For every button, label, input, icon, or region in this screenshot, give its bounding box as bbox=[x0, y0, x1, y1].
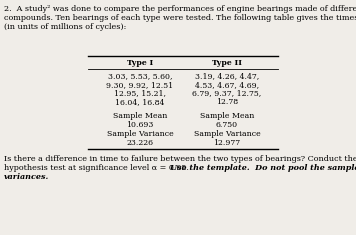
Text: Sample Variance: Sample Variance bbox=[107, 130, 173, 138]
Text: 3.19, 4.26, 4.47,: 3.19, 4.26, 4.47, bbox=[195, 72, 259, 80]
Text: 6.750: 6.750 bbox=[216, 121, 238, 129]
Text: compounds. Ten bearings of each type were tested. The following table gives the : compounds. Ten bearings of each type wer… bbox=[4, 14, 356, 22]
Text: variances.: variances. bbox=[4, 173, 49, 181]
Text: 3.03, 5.53, 5.60,: 3.03, 5.53, 5.60, bbox=[108, 72, 172, 80]
Text: Type I: Type I bbox=[127, 59, 153, 67]
Text: 23.226: 23.226 bbox=[126, 139, 153, 147]
Text: 12.977: 12.977 bbox=[214, 139, 241, 147]
Text: 10.693: 10.693 bbox=[126, 121, 154, 129]
Text: 2.  A study² was done to compare the performances of engine bearings made of dif: 2. A study² was done to compare the perf… bbox=[4, 5, 356, 13]
Text: Sample Mean: Sample Mean bbox=[113, 112, 167, 120]
Text: Sample Variance: Sample Variance bbox=[194, 130, 260, 138]
Text: 12.78: 12.78 bbox=[216, 98, 238, 106]
Text: 16.04, 16.84: 16.04, 16.84 bbox=[115, 98, 165, 106]
Text: 9.30, 9.92, 12.51: 9.30, 9.92, 12.51 bbox=[106, 81, 174, 89]
Text: (in units of millions of cycles):: (in units of millions of cycles): bbox=[4, 23, 126, 31]
Text: 4.53, 4.67, 4.69,: 4.53, 4.67, 4.69, bbox=[195, 81, 259, 89]
Text: Is there a difference in time to failure between the two types of bearings? Cond: Is there a difference in time to failure… bbox=[4, 155, 356, 163]
Text: 12.95, 15.21,: 12.95, 15.21, bbox=[114, 90, 166, 98]
Text: 6.79, 9.37, 12.75,: 6.79, 9.37, 12.75, bbox=[192, 90, 262, 98]
Text: Use the template.  Do not pool the sample: Use the template. Do not pool the sample bbox=[170, 164, 356, 172]
Text: hypothesis test at significance level α = 0.05.: hypothesis test at significance level α … bbox=[4, 164, 194, 172]
Text: Sample Mean: Sample Mean bbox=[200, 112, 254, 120]
Text: Type II: Type II bbox=[212, 59, 242, 67]
